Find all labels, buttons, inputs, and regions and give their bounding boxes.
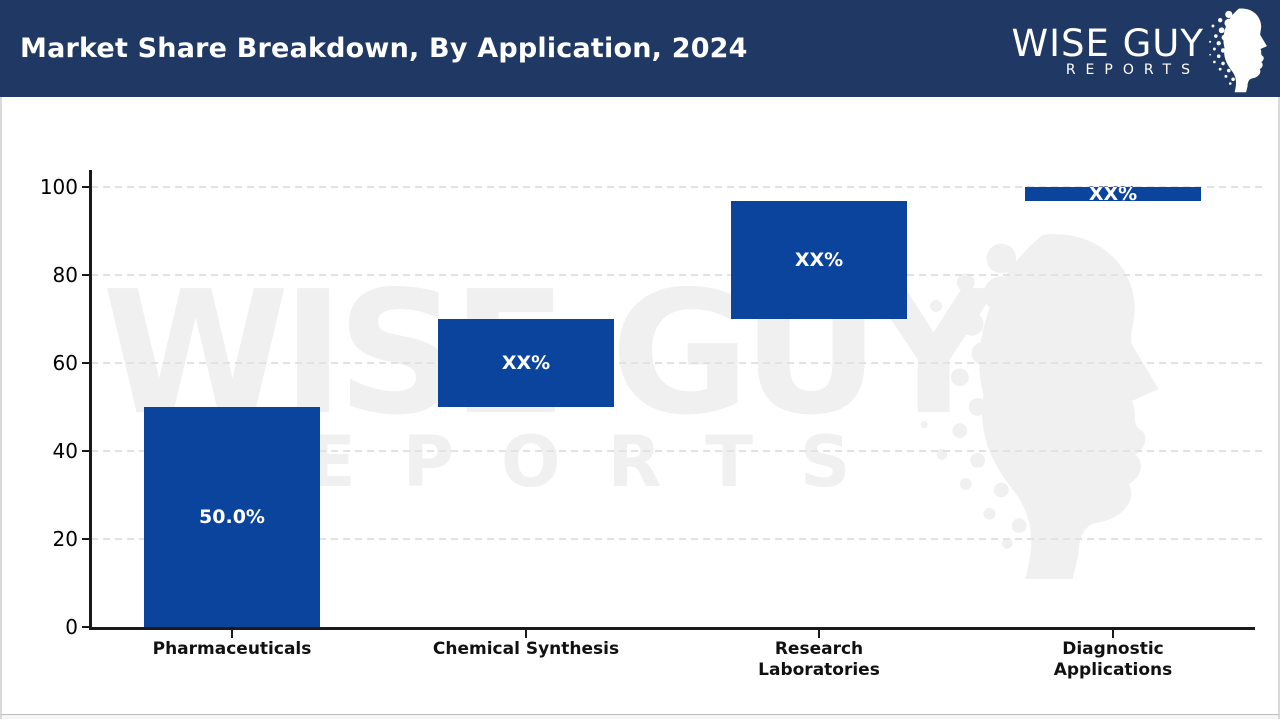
brand-logo: WISE GUY REPORTS	[1011, 0, 1274, 97]
gridline-100	[91, 186, 1266, 188]
footer-strip	[0, 715, 1280, 719]
bar-label-3: XX%	[1088, 187, 1138, 202]
bar-label-2: XX%	[794, 249, 844, 272]
watermark-face-icon	[919, 234, 1159, 579]
x-category-label-0: Pharmaceuticals	[102, 639, 362, 660]
bar-3: XX%	[1025, 187, 1201, 202]
x-tickmark-0	[231, 630, 233, 638]
bar-label-0: 50.0%	[199, 506, 265, 528]
brand-wordmark: WISE GUY	[1011, 22, 1204, 65]
gridline-20	[91, 538, 1266, 540]
wiseguy-face-icon	[1209, 8, 1267, 93]
brand-subtext: REPORTS	[1065, 62, 1200, 78]
y-tick-label-80: 80	[52, 263, 78, 287]
page-title: Market Share Breakdown, By Application, …	[20, 33, 748, 64]
x-category-label-1: Chemical Synthesis	[396, 639, 656, 660]
x-category-label-line: Laboratories	[758, 660, 880, 680]
y-axis-spine	[89, 170, 92, 630]
y-tickmark-100	[82, 186, 89, 188]
x-tickmark-1	[525, 630, 527, 638]
bar-1: XX%	[438, 319, 614, 407]
y-tickmark-60	[82, 362, 89, 364]
gridline-80	[91, 274, 1266, 276]
header-bar: Market Share Breakdown, By Application, …	[0, 0, 1280, 97]
x-category-label-3: Diagnostic Applications	[983, 639, 1243, 681]
y-tick-label-0: 0	[65, 615, 78, 639]
y-tick-label-40: 40	[52, 439, 78, 463]
x-category-label-line: Research	[774, 639, 864, 659]
y-tickmark-40	[82, 450, 89, 452]
plot-area: WISE GUY REPORTS 02040608010050.0%50.0%P…	[0, 97, 1280, 715]
x-category-label-2: Research Laboratories	[689, 639, 949, 681]
x-category-label-line: Diagnostic	[1062, 639, 1164, 659]
y-tickmark-80	[82, 274, 89, 276]
gridline-60	[91, 362, 1266, 364]
gridline-40	[91, 450, 1266, 452]
y-tick-label-100: 100	[39, 175, 78, 199]
bar-0: 50.0%	[144, 407, 320, 627]
x-category-label-line: Pharmaceuticals	[152, 639, 312, 659]
y-tick-label-20: 20	[52, 527, 78, 551]
x-tickmark-3	[1112, 630, 1114, 638]
x-category-label-line: Chemical Synthesis	[432, 639, 620, 659]
x-tickmark-2	[818, 630, 820, 638]
y-tick-label-60: 60	[52, 351, 78, 375]
bar-label-1: XX%	[501, 352, 551, 374]
bar-2: XX%	[731, 201, 907, 319]
x-axis-spine	[89, 627, 1255, 630]
y-tickmark-20	[82, 538, 89, 540]
x-category-label-line: Applications	[1053, 660, 1173, 680]
y-tickmark-0	[82, 626, 89, 628]
